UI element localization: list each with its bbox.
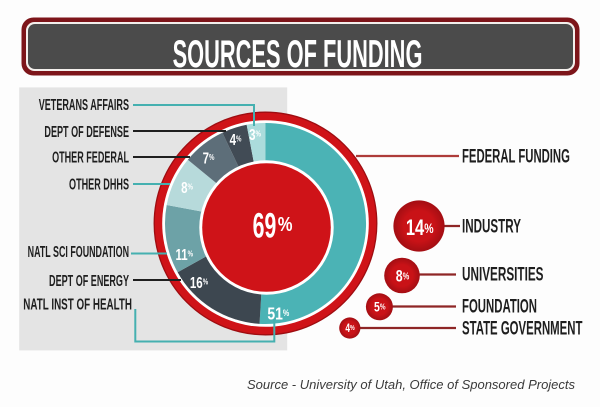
svg-text:Source - University of Utah, O: Source - University of Utah, Office of S… <box>247 377 576 392</box>
svg-text:FOUNDATION: FOUNDATION <box>462 297 537 318</box>
svg-text:FEDERAL FUNDING: FEDERAL FUNDING <box>462 147 570 168</box>
svg-text:4%: 4% <box>345 323 355 336</box>
svg-text:INDUSTRY: INDUSTRY <box>462 217 521 238</box>
svg-text:OTHER FEDERAL: OTHER FEDERAL <box>52 149 129 166</box>
svg-text:69: 69 <box>253 207 277 246</box>
svg-text:%: % <box>278 213 293 236</box>
svg-text:OTHER DHHS: OTHER DHHS <box>69 176 129 193</box>
svg-text:NATL SCI FOUNDATION: NATL SCI FOUNDATION <box>28 244 129 261</box>
svg-text:STATE GOVERNMENT: STATE GOVERNMENT <box>462 319 583 340</box>
svg-text:NATL INST OF HEALTH: NATL INST OF HEALTH <box>23 295 132 313</box>
svg-text:UNIVERSITIES: UNIVERSITIES <box>462 265 544 285</box>
svg-text:DEPT OF DEFENSE: DEPT OF DEFENSE <box>44 124 129 141</box>
svg-text:VETERANS AFFAIRS: VETERANS AFFAIRS <box>39 97 129 114</box>
svg-text:8%: 8% <box>396 268 410 286</box>
svg-text:5%: 5% <box>374 299 386 315</box>
svg-text:DEPT OF ENERGY: DEPT OF ENERGY <box>49 273 129 290</box>
svg-text:SOURCES OF FUNDING: SOURCES OF FUNDING <box>173 31 423 75</box>
